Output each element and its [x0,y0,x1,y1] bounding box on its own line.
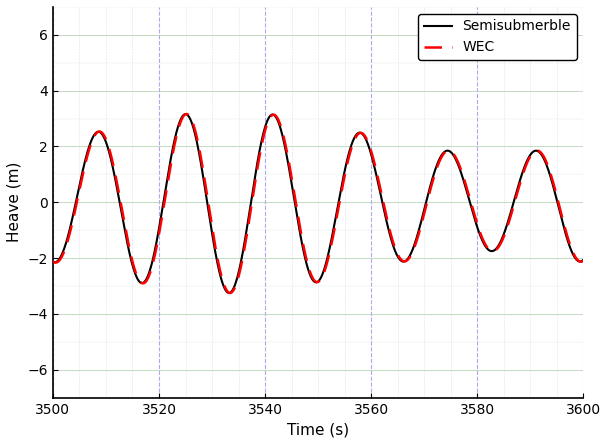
WEC [253,170,260,175]
Semisubmerble [141,279,148,284]
WEC [580,258,587,263]
Semisubmerble [580,257,587,262]
Semisubmerble [276,123,283,128]
WEC [513,194,520,199]
Semisubmerble [570,253,577,258]
Semisubmerble [182,111,189,117]
Line: Semisubmerble: Semisubmerble [53,114,584,293]
Legend: Semisubmerble, WEC: Semisubmerble, WEC [418,14,576,60]
WEC [570,251,577,256]
Semisubmerble [253,164,260,169]
Semisubmerble [513,190,520,196]
X-axis label: Time (s): Time (s) [287,422,349,437]
Line: WEC: WEC [53,114,584,293]
Semisubmerble [109,167,117,173]
Semisubmerble [226,290,233,296]
WEC [109,163,117,168]
WEC [141,280,148,285]
WEC [49,259,57,264]
Y-axis label: Heave (m): Heave (m) [7,162,22,242]
WEC [276,120,283,126]
WEC [183,111,190,117]
WEC [226,290,233,296]
Semisubmerble [49,259,57,265]
